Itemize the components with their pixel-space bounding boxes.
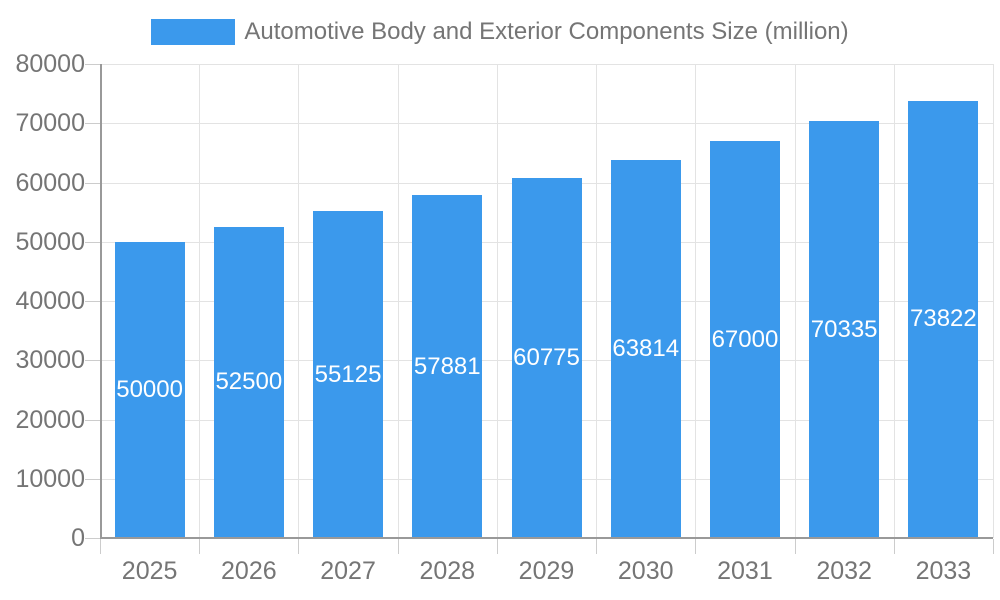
x-tick-mark [496,539,498,554]
y-tick-mark [85,182,100,184]
gridline-vertical [993,64,994,538]
bar-2029: 60775 [511,177,582,538]
y-tick-mark [85,538,100,539]
y-tick-label: 0 [71,524,85,552]
x-tick-mark [695,539,697,554]
x-tick-label-2028: 2028 [419,557,476,585]
x-tick-mark [794,539,796,554]
y-tick-label: 70000 [15,109,85,138]
x-tick-mark [199,539,201,554]
y-tick-mark [85,301,100,302]
x-tick-mark [298,539,300,554]
x-tick-label-2033: 2033 [915,557,972,585]
bar-value-label: 70335 [810,315,878,343]
y-axis-line [100,64,102,538]
x-tick-label-2026: 2026 [221,557,277,585]
bar-2032: 70335 [809,121,880,538]
chart-legend: Automotive Body and Exterior Components … [0,18,1000,46]
gridline-vertical [596,64,598,538]
gridline-horizontal [100,123,993,125]
y-tick-mark [85,419,100,421]
bar-2030: 63814 [610,159,681,538]
bar-value-label: 57881 [413,352,481,380]
y-tick-label: 40000 [15,287,85,315]
plot-area: 50000 52500 55125 57881 60775 63814 67000 70335… [100,64,994,538]
x-tick-mark [100,539,101,554]
gridline-vertical [695,64,697,538]
y-tick-label: 50000 [15,227,85,256]
bar-value-label: 63814 [612,334,680,362]
legend-swatch [151,19,236,45]
x-axis-line [100,537,993,539]
gridline-vertical [298,64,300,538]
y-tick-label: 30000 [15,346,85,375]
x-tick-label-2025: 2025 [121,557,178,585]
x-tick-mark [596,539,598,554]
y-tick-mark [85,360,100,362]
y-tick-mark [85,123,100,125]
x-tick-mark [397,539,399,554]
gridline-vertical [893,64,895,538]
gridline-vertical [199,64,201,538]
bar-2025: 50000 [114,241,185,538]
x-tick-label-2030: 2030 [617,557,674,585]
gridline-vertical [397,64,399,538]
y-tick-label: 60000 [15,168,85,197]
x-tick-label-2029: 2029 [518,557,575,585]
x-tick-label-2032: 2032 [816,557,872,585]
bar-2031: 67000 [709,141,780,538]
bar-2027: 55125 [313,211,384,538]
bar-2028: 57881 [412,195,483,538]
x-tick-label-2031: 2031 [717,557,773,585]
bar-value-label: 52500 [215,368,283,396]
x-tick-label-2027: 2027 [320,557,376,585]
gridline-horizontal [100,64,993,65]
y-tick-mark [85,241,100,243]
bar-value-label: 60775 [513,343,580,371]
bar-value-label: 73822 [910,305,977,333]
bar-value-label: 67000 [711,325,779,353]
x-tick-mark [893,539,895,554]
bar-value-label: 55125 [314,360,382,388]
gridline-vertical [496,64,498,538]
bar-2026: 52500 [213,226,284,538]
legend-label: Automotive Body and Exterior Components … [244,18,849,45]
bar-2033: 73822 [908,100,979,538]
y-tick-label: 80000 [15,50,85,78]
y-tick-mark [85,64,100,65]
y-tick-label: 10000 [15,464,85,493]
gridline-vertical [794,64,796,538]
x-tick-mark [993,539,994,554]
bar-value-label: 50000 [116,375,183,403]
y-tick-label: 20000 [15,405,85,434]
y-tick-mark [85,478,100,480]
